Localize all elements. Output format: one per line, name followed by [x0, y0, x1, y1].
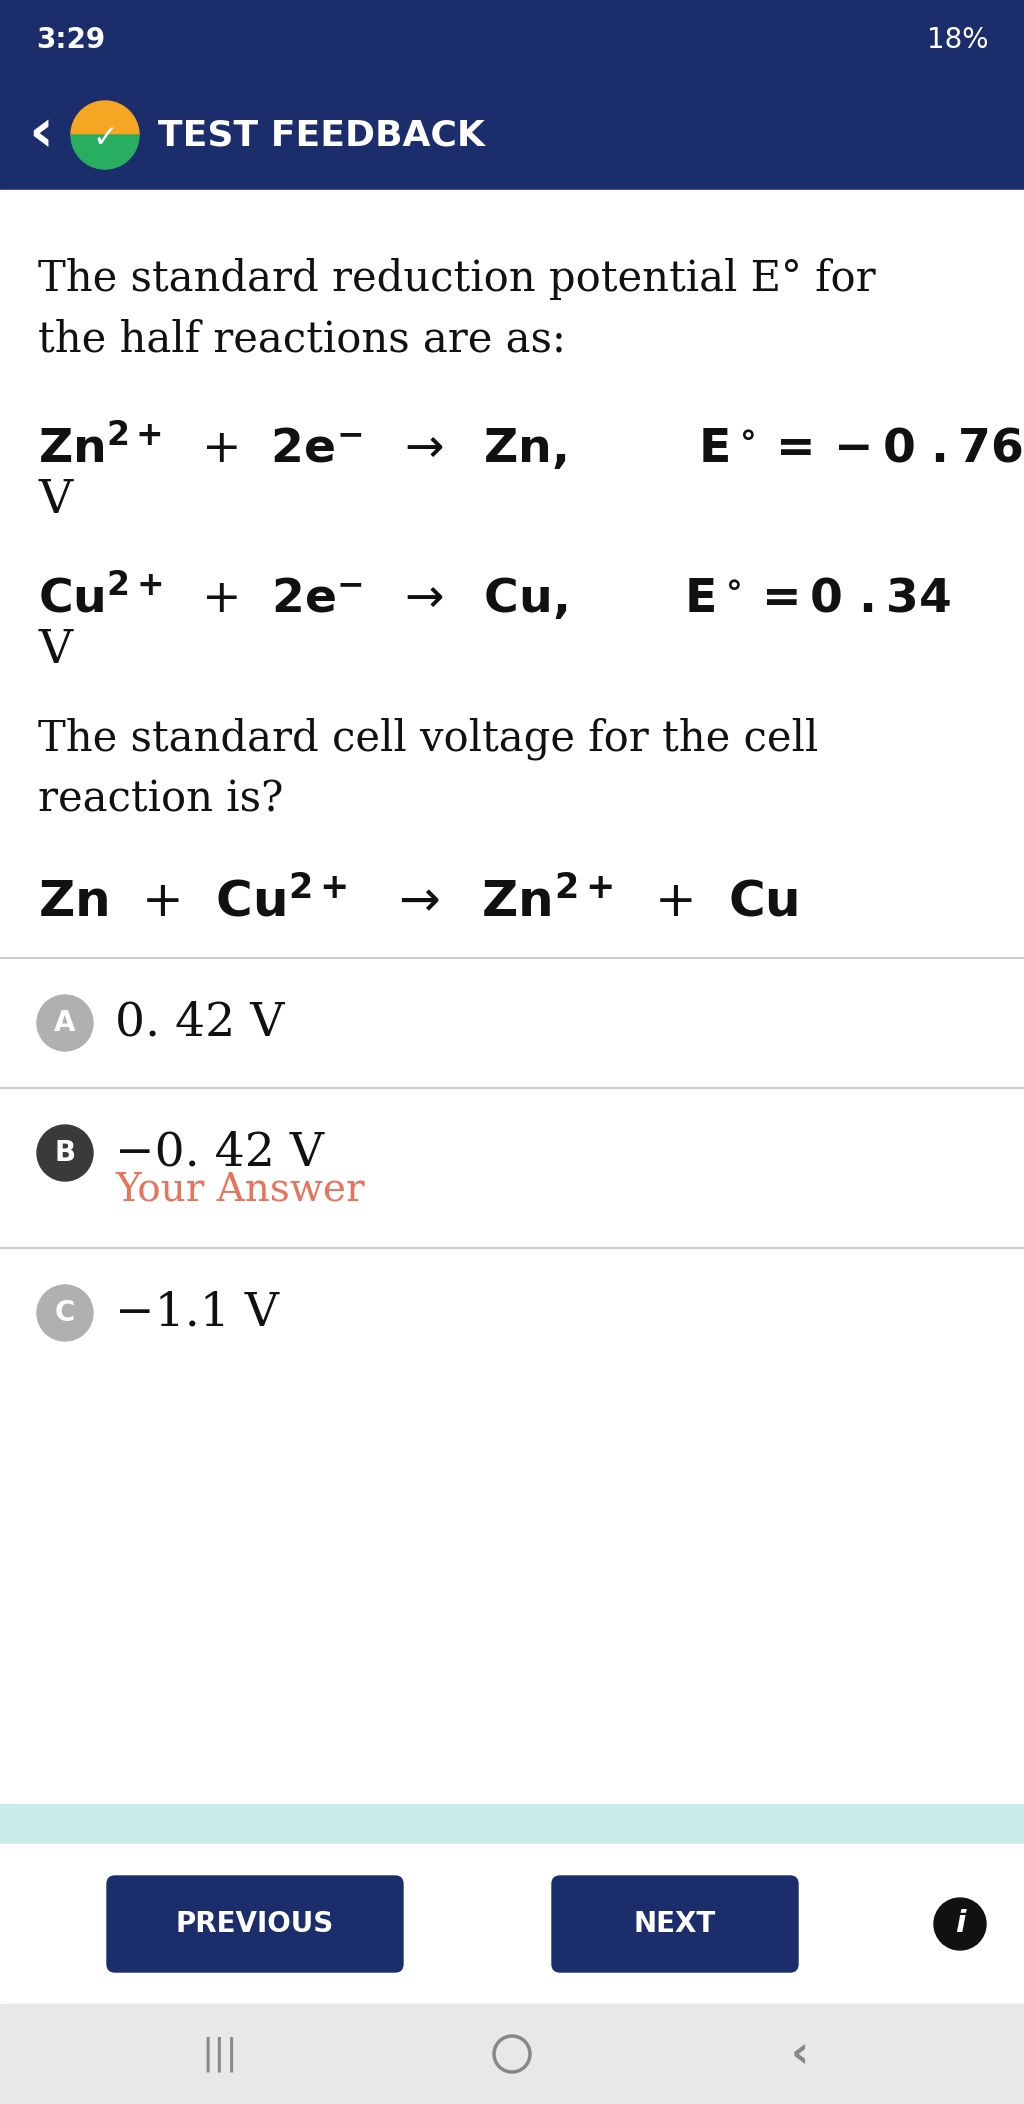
FancyBboxPatch shape — [0, 0, 1024, 80]
Text: ‹: ‹ — [28, 105, 53, 164]
Text: The standard cell voltage for the cell: The standard cell voltage for the cell — [38, 717, 818, 760]
Polygon shape — [71, 135, 139, 168]
Text: PREVIOUS: PREVIOUS — [176, 1910, 334, 1938]
Text: ‹: ‹ — [791, 2032, 809, 2075]
Text: B: B — [54, 1138, 76, 1168]
Circle shape — [37, 1286, 93, 1340]
Text: |||: ||| — [202, 2037, 239, 2072]
FancyBboxPatch shape — [0, 1803, 1024, 1843]
Text: 0. 42 V: 0. 42 V — [115, 999, 285, 1046]
Text: C: C — [55, 1298, 75, 1328]
Text: the half reactions are as:: the half reactions are as: — [38, 318, 566, 360]
Text: 3:29: 3:29 — [36, 25, 105, 55]
Text: reaction is?: reaction is? — [38, 778, 284, 821]
FancyBboxPatch shape — [552, 1877, 798, 1971]
Text: A: A — [54, 1010, 76, 1037]
Text: The standard reduction potential E° for: The standard reduction potential E° for — [38, 259, 876, 301]
Circle shape — [37, 1126, 93, 1180]
Text: $\mathbf{Zn^{2+}}$  $+$  $\mathbf{2e^{-}}$  $\rightarrow$  $\mathbf{Zn,}$       : $\mathbf{Zn^{2+}}$ $+$ $\mathbf{2e^{-}}$… — [38, 419, 1023, 471]
Circle shape — [934, 1898, 986, 1950]
FancyBboxPatch shape — [0, 189, 1024, 1803]
Text: V: V — [38, 478, 72, 524]
Text: $\mathbf{Cu^{2+}}$  $+$  $\mathbf{2e^{-}}$  $\rightarrow$  $\mathbf{Cu,}$       : $\mathbf{Cu^{2+}}$ $+$ $\mathbf{2e^{-}}$… — [38, 568, 951, 623]
FancyBboxPatch shape — [0, 2003, 1024, 2104]
FancyBboxPatch shape — [0, 1843, 1024, 2003]
FancyBboxPatch shape — [106, 1877, 403, 1971]
Text: −0. 42 V: −0. 42 V — [115, 1130, 324, 1176]
Text: −1.1 V: −1.1 V — [115, 1290, 279, 1336]
Text: Your Answer: Your Answer — [115, 1172, 365, 1208]
Circle shape — [37, 995, 93, 1052]
Text: ✓: ✓ — [92, 124, 118, 151]
Text: 18%: 18% — [927, 25, 988, 55]
Text: NEXT: NEXT — [634, 1910, 716, 1938]
Text: TEST FEEDBACK: TEST FEEDBACK — [158, 118, 485, 151]
Text: V: V — [38, 627, 72, 673]
Text: $\mathbf{Zn}$  $+$  $\mathbf{Cu^{2+}}$  $\rightarrow$  $\mathbf{Zn^{2+}}$  $+$  : $\mathbf{Zn}$ $+$ $\mathbf{Cu^{2+}}$ $\r… — [38, 877, 799, 928]
Polygon shape — [71, 101, 139, 135]
FancyBboxPatch shape — [0, 80, 1024, 189]
Text: i: i — [954, 1910, 966, 1938]
